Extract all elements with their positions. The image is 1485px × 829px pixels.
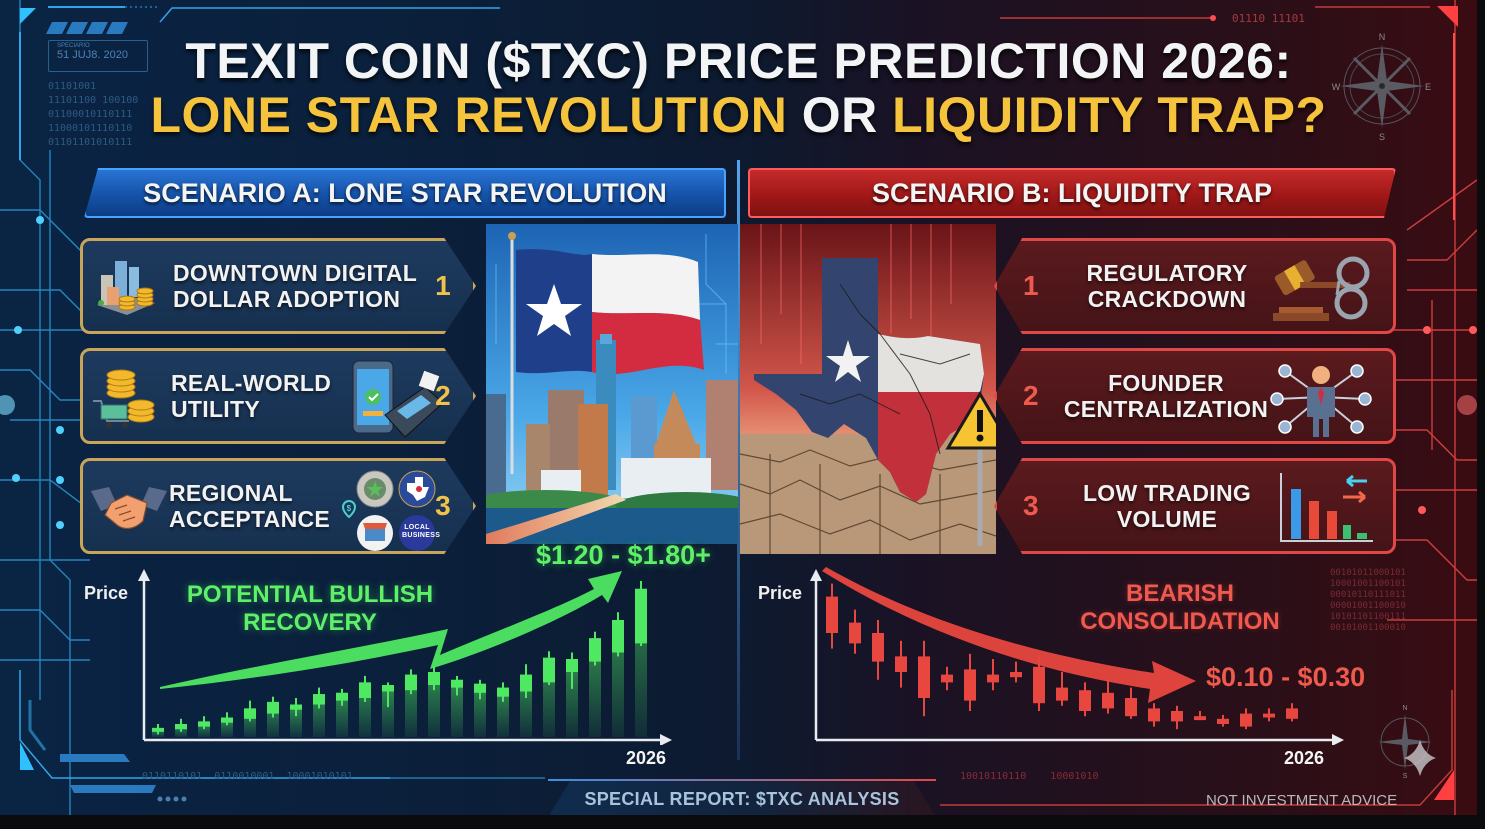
city-coins-icon bbox=[97, 261, 155, 315]
page-title-line1: TEXIT COIN ($TXC) PRICE PREDICTION 2026: bbox=[185, 33, 1292, 89]
center-divider bbox=[737, 160, 740, 760]
footer-report-title: SPECIAL REPORT: $TXC ANALYSIS bbox=[584, 788, 900, 809]
texas-flag-skyline-image bbox=[486, 224, 738, 544]
factor-number: 3 bbox=[435, 490, 451, 521]
bear-chart-y-label: Price bbox=[758, 583, 803, 603]
shopping-cart-coins-icon bbox=[93, 369, 155, 428]
binary-decoration-bottom-right: 10010110110 10001010 bbox=[960, 771, 1099, 782]
factor-label: REAL-WORLD UTILITY bbox=[171, 370, 332, 422]
regional-badges-icon: $ bbox=[341, 470, 436, 551]
declining-bars-icon bbox=[1280, 473, 1373, 542]
bull-chart-x-label: 2026 bbox=[626, 748, 667, 768]
factor-label: REGULATORY CRACKDOWN bbox=[1086, 260, 1248, 312]
scenario-a-factor-3: REGIONAL ACCEPTANCE $ LOCAL BUSINESS 3 bbox=[80, 458, 476, 554]
compass-icon: N S W E bbox=[1332, 32, 1431, 142]
factor-label: REGIONAL ACCEPTANCE bbox=[169, 480, 331, 532]
factor-label: DOWNTOWN DIGITAL DOLLAR ADOPTION bbox=[173, 260, 418, 312]
footer-tab-border bbox=[548, 779, 936, 781]
scenario-b-factor-2: 2 FOUNDER CENTRALIZATION bbox=[994, 348, 1396, 444]
bear-chart-x-label: 2026 bbox=[1284, 748, 1325, 768]
svg-text:S: S bbox=[1403, 773, 1408, 780]
bear-chart-caption: BEARISH CONSOLIDATION bbox=[1080, 580, 1280, 635]
infographic-canvas: SPECIARIO 51 JUJ8. 2020 01101001 1110110… bbox=[0, 0, 1477, 815]
svg-text:$: $ bbox=[347, 504, 352, 513]
scenario-a-factor-2: REAL-WORLD UTILITY 2 bbox=[80, 348, 476, 444]
payment-terminal-icon bbox=[352, 360, 444, 438]
factor-number: 1 bbox=[435, 270, 451, 301]
bear-candlestick-chart bbox=[810, 567, 1344, 745]
factor-number: 2 bbox=[1023, 380, 1039, 411]
scenario-b-factor-3: 3 LOW TRADING VOLUME bbox=[994, 458, 1396, 554]
svg-text:E: E bbox=[1425, 82, 1431, 92]
handshake-icon bbox=[91, 487, 167, 530]
local-business-badge: LOCAL BUSINESS bbox=[402, 524, 441, 539]
factor-label: LOW TRADING VOLUME bbox=[1082, 480, 1252, 532]
bear-target-range: $0.10 - $0.30 bbox=[1206, 662, 1366, 692]
bull-chart-y-label: Price bbox=[84, 583, 129, 603]
title-scenario-a: LONE STAR REVOLUTION bbox=[150, 87, 788, 143]
binary-decoration-bottom-left: 0110110101 0110010001 10001010101 bbox=[142, 771, 353, 782]
scenario-a-factor-1: DOWNTOWN DIGITAL DOLLAR ADOPTION 1 bbox=[80, 238, 476, 334]
page-title-line2: LONE STAR REVOLUTION OR LIQUIDITY TRAP? bbox=[0, 86, 1477, 144]
title-scenario-b: LIQUIDITY TRAP? bbox=[892, 87, 1327, 143]
factor-number: 2 bbox=[435, 380, 451, 411]
factor-number: 3 bbox=[1023, 490, 1039, 521]
title-or: OR bbox=[787, 87, 893, 143]
stamp-label: SPECIARIO bbox=[57, 43, 90, 49]
stamp-date: 51 JUJ8. 2020 bbox=[57, 49, 128, 61]
disclaimer-text: NOT INVESTMENT ADVICE bbox=[1206, 792, 1398, 809]
footer-report-tab: SPECIAL REPORT: $TXC ANALYSIS bbox=[548, 781, 936, 815]
scenario-b-factor-1: 1 REGULATORY CRACKDOWN bbox=[994, 238, 1396, 334]
date-stamp: SPECIARIO 51 JUJ8. 2020 bbox=[48, 40, 148, 72]
binary-decoration-top-right: 01110 11101 bbox=[1232, 12, 1305, 25]
factor-label: FOUNDER CENTRALIZATION bbox=[1063, 370, 1269, 422]
svg-text:N: N bbox=[1402, 705, 1407, 712]
compass-small-icon: N S bbox=[1378, 705, 1436, 780]
factor-number: 1 bbox=[1023, 270, 1039, 301]
svg-text:N: N bbox=[1379, 32, 1386, 42]
scenario-b-header: SCENARIO B: LIQUIDITY TRAP bbox=[748, 168, 1396, 218]
gavel-handcuffs-icon bbox=[1273, 256, 1370, 321]
scenario-a-header: SCENARIO A: LONE STAR REVOLUTION bbox=[84, 168, 726, 218]
bull-candlestick-chart bbox=[138, 569, 672, 745]
svg-text:S: S bbox=[1379, 132, 1385, 142]
binary-decoration-right: 00101011000101 10001001100101 0001011011… bbox=[1330, 568, 1406, 633]
cracked-texas-warning-image bbox=[740, 224, 996, 554]
frame-decoration bbox=[19, 6, 1458, 806]
founder-network-icon bbox=[1270, 364, 1372, 437]
binary-decoration-top-left: 01101001 11101100 100100 01100010110111 … bbox=[48, 81, 139, 148]
svg-text:W: W bbox=[1332, 82, 1341, 92]
bull-target-range: $1.20 - $1.80+ bbox=[536, 540, 711, 570]
bull-chart-caption: POTENTIAL BULLISH RECOVERY bbox=[186, 581, 434, 636]
